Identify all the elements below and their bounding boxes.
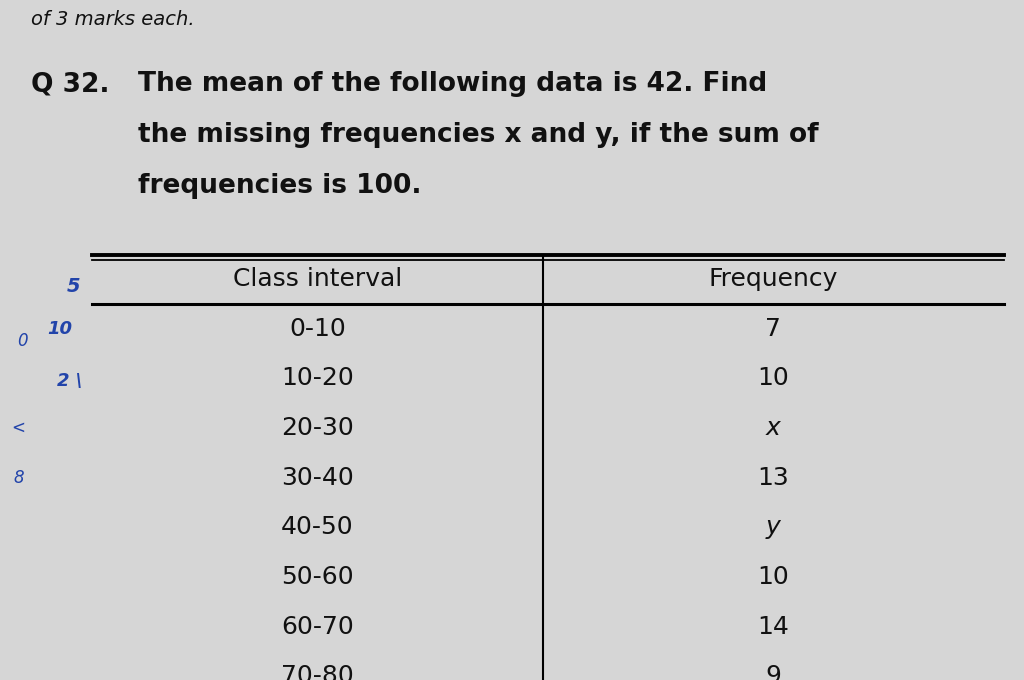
Text: 40-50: 40-50 — [282, 515, 353, 539]
Text: Class interval: Class interval — [232, 267, 402, 292]
Text: 50-60: 50-60 — [282, 565, 353, 589]
Text: 2 \: 2 \ — [57, 372, 82, 390]
Text: 14: 14 — [757, 615, 790, 639]
Text: of 3 marks each.: of 3 marks each. — [31, 10, 195, 29]
Text: 10: 10 — [757, 367, 790, 390]
Text: 10-20: 10-20 — [281, 367, 354, 390]
Text: Q 32.: Q 32. — [31, 71, 110, 97]
Text: 60-70: 60-70 — [281, 615, 354, 639]
Text: 7: 7 — [765, 317, 781, 341]
Text: 13: 13 — [757, 466, 790, 490]
Text: frequencies is 100.: frequencies is 100. — [138, 173, 422, 199]
Text: 10: 10 — [47, 320, 72, 338]
Text: 8: 8 — [13, 469, 24, 487]
Text: 20-30: 20-30 — [281, 416, 354, 440]
Text: Frequency: Frequency — [709, 267, 838, 292]
Text: 70-80: 70-80 — [281, 664, 354, 680]
Text: the missing frequencies x and y, if the sum of: the missing frequencies x and y, if the … — [138, 122, 819, 148]
Text: 0-10: 0-10 — [289, 317, 346, 341]
Text: x: x — [766, 416, 780, 440]
Text: 10: 10 — [757, 565, 790, 589]
Text: 5: 5 — [67, 277, 81, 296]
Text: <: < — [11, 419, 26, 437]
Text: The mean of the following data is 42. Find: The mean of the following data is 42. Fi… — [138, 71, 768, 97]
Text: 30-40: 30-40 — [281, 466, 354, 490]
Text: y: y — [766, 515, 780, 539]
Text: 9: 9 — [765, 664, 781, 680]
Text: 0: 0 — [17, 333, 28, 350]
